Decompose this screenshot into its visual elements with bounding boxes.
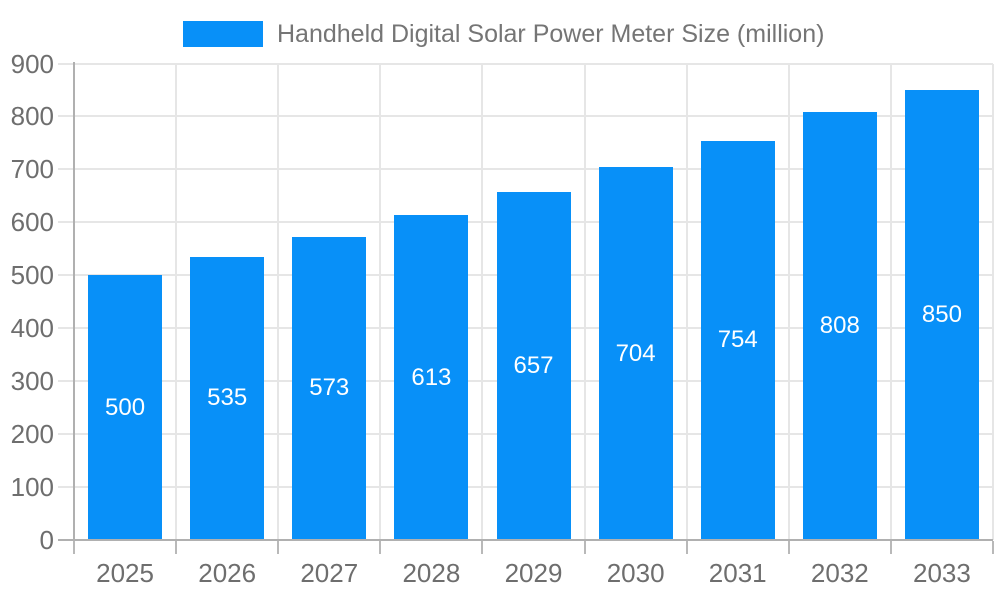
x-axis-label: 2028	[402, 558, 461, 588]
bar-value-label: 657	[513, 352, 554, 380]
bar	[700, 140, 775, 539]
y-axis-label: 700	[10, 154, 54, 185]
legend-swatch	[183, 21, 263, 47]
y-axis-label: 300	[10, 366, 54, 397]
x-axis-label: 2033	[913, 558, 971, 588]
x-gridline	[685, 63, 688, 540]
bar-value-label: 754	[717, 326, 758, 354]
x-gridline	[889, 63, 892, 540]
x-tick	[73, 541, 75, 554]
bar	[496, 192, 571, 539]
y-axis-label: 0	[39, 525, 54, 555]
x-gridline	[787, 63, 790, 540]
x-tick	[175, 541, 178, 554]
x-axis-label: 2030	[606, 558, 665, 588]
x-gridline	[277, 63, 280, 540]
y-axis-line	[73, 62, 75, 540]
x-gridline	[992, 63, 994, 540]
y-axis-label: 600	[10, 207, 54, 238]
y-axis-label: 100	[10, 472, 54, 503]
bar	[394, 215, 469, 539]
x-axis-label: 2025	[96, 558, 154, 588]
x-tick	[481, 541, 484, 554]
bar	[88, 275, 163, 539]
x-axis-line	[58, 539, 993, 541]
x-tick	[685, 541, 688, 554]
bar-value-label: 500	[105, 393, 146, 421]
y-gridline	[58, 168, 993, 171]
x-tick	[277, 541, 280, 554]
y-axis-label: 200	[10, 419, 54, 450]
x-axis-label: 2032	[810, 558, 869, 588]
x-tick	[992, 541, 994, 554]
x-gridline	[379, 63, 382, 540]
y-axis-label: 900	[10, 48, 54, 79]
x-gridline	[175, 63, 178, 540]
x-axis-label: 2031	[708, 558, 767, 588]
x-tick	[583, 541, 586, 554]
legend: Handheld Digital Solar Power Meter Size …	[183, 19, 825, 48]
y-gridline	[58, 62, 993, 65]
bar-value-label: 535	[207, 384, 248, 412]
x-gridline	[481, 63, 484, 540]
bar	[904, 89, 979, 539]
bar-value-label: 850	[921, 300, 962, 328]
bar	[190, 256, 265, 539]
bar	[802, 112, 877, 539]
x-axis-label: 2029	[504, 558, 563, 588]
bar-value-label: 613	[411, 363, 452, 391]
bar	[598, 167, 673, 539]
y-gridline	[58, 115, 993, 118]
y-axis-label: 500	[10, 260, 54, 291]
x-axis-label: 2027	[300, 558, 359, 588]
legend-label: Handheld Digital Solar Power Meter Size …	[277, 19, 825, 48]
x-gridline	[583, 63, 586, 540]
x-tick	[889, 541, 892, 554]
bar-value-label: 704	[615, 339, 656, 367]
bar-value-label: 573	[309, 374, 350, 402]
x-axis-label: 2026	[198, 558, 257, 588]
x-tick	[787, 541, 790, 554]
bar	[292, 236, 367, 539]
y-axis-label: 800	[10, 101, 54, 132]
x-tick	[379, 541, 382, 554]
bar-value-label: 808	[819, 312, 860, 340]
y-axis-label: 400	[10, 313, 54, 344]
